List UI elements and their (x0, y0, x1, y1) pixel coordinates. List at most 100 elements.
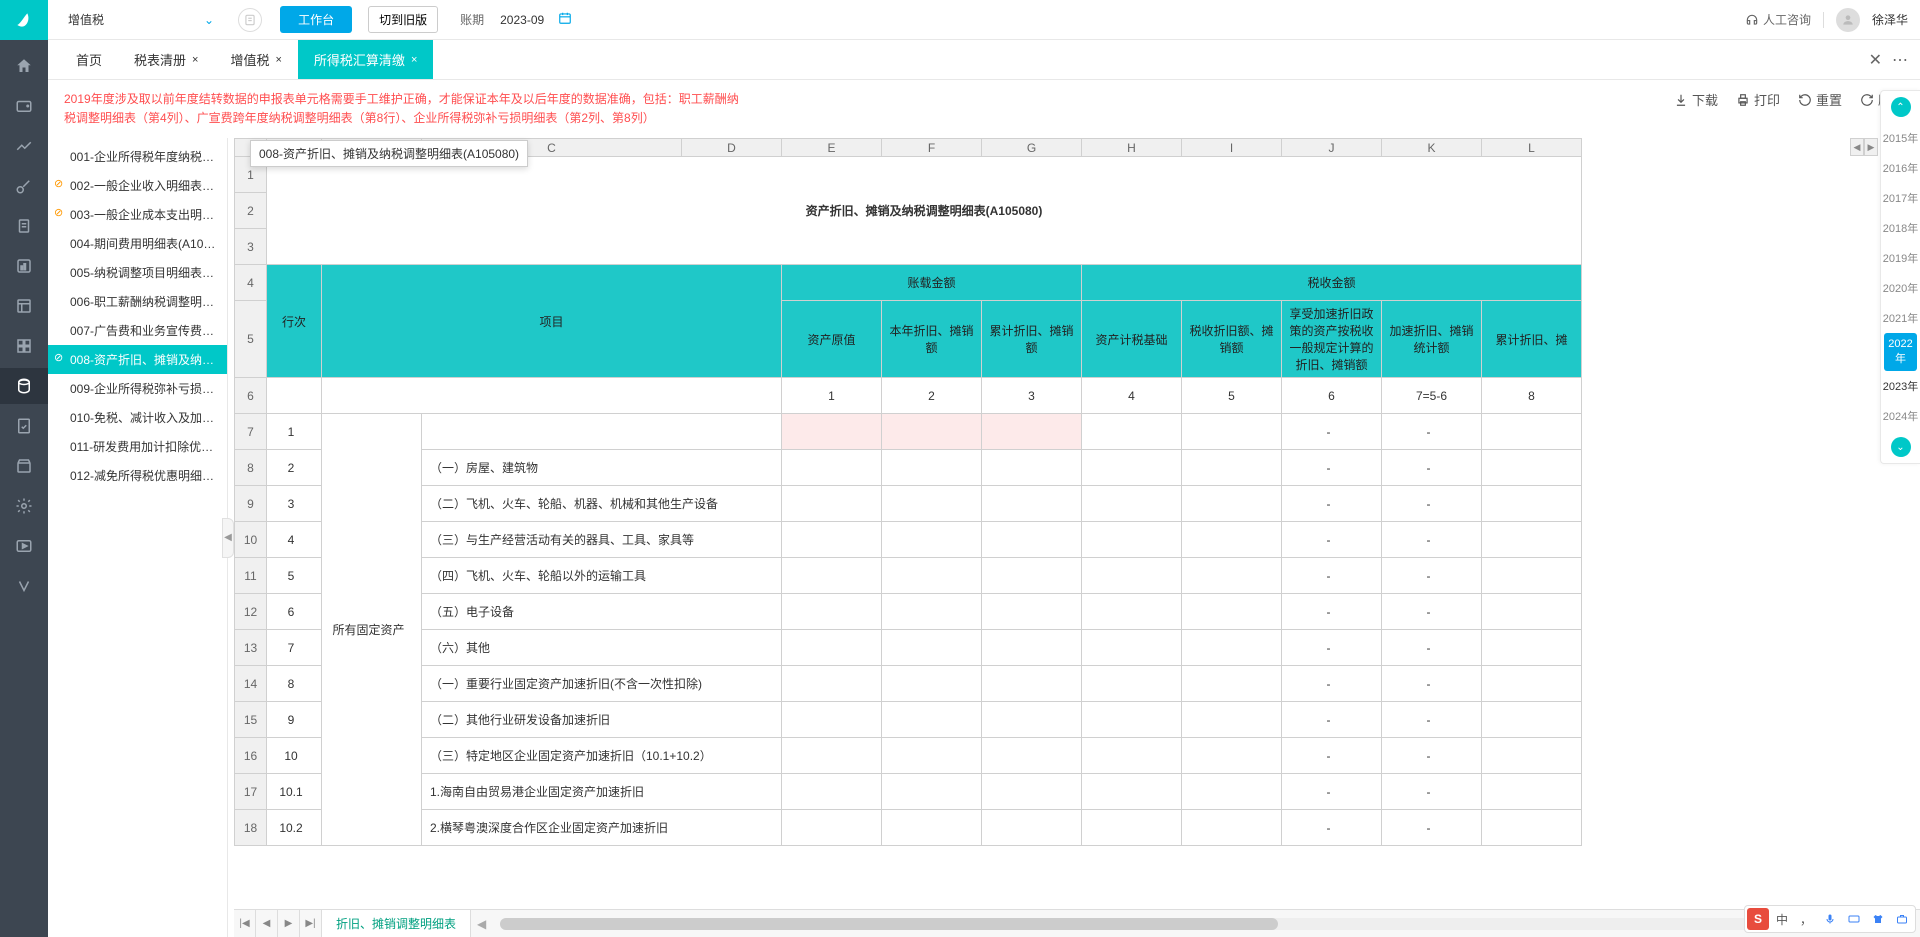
year-item[interactable]: 2020年 (1881, 273, 1920, 303)
period-value: 2023-09 (500, 13, 544, 27)
nav-grid-icon[interactable] (0, 328, 48, 364)
dropdown-label: 增值税 (68, 11, 104, 28)
close-tab-icon[interactable]: ✕ (1869, 50, 1882, 70)
nav-money-icon[interactable] (0, 168, 48, 204)
year-item[interactable]: 2022年 (1884, 333, 1917, 371)
divider (1823, 12, 1824, 28)
ime-lang-button[interactable]: 中 (1771, 908, 1793, 930)
tab-bar: 首页税表清册× 增值税 × 所得税汇算清缴 × ✕ ⋯ (48, 40, 1920, 80)
close-icon[interactable]: × (192, 54, 198, 66)
year-item[interactable]: 2019年 (1881, 243, 1920, 273)
tab[interactable]: 税表清册× (118, 40, 214, 79)
content-area: 2019年度涉及取以前年度结转数据的申报表单元格需要手工维护正确，才能保证本年及… (48, 80, 1920, 937)
nav-v-icon[interactable] (0, 568, 48, 604)
cell-tooltip: 008-资产折旧、摊销及纳税调整明细表(A105080) (250, 140, 528, 167)
calendar-icon[interactable] (558, 11, 572, 28)
nav-video-icon[interactable] (0, 528, 48, 564)
form-list-item[interactable]: ⊘003-一般企业成本支出明细... (48, 200, 227, 229)
left-sidebar (0, 40, 48, 937)
list-icon[interactable] (238, 8, 262, 32)
tab-label: 所得税汇算清缴 (314, 50, 405, 69)
tax-type-dropdown[interactable]: 增值税 ⌄ (60, 11, 222, 28)
avatar[interactable] (1836, 8, 1860, 32)
year-up-icon[interactable]: ⌃ (1891, 97, 1911, 117)
print-icon (1736, 93, 1750, 107)
username: 徐泽华 (1872, 11, 1908, 28)
old-version-button[interactable]: 切到旧版 (368, 6, 438, 33)
ime-skin-icon[interactable] (1867, 908, 1889, 930)
year-item[interactable]: 2024年 (1881, 401, 1920, 431)
nav-home-icon[interactable] (0, 48, 48, 84)
top-bar: 增值税 ⌄ 工作台 切到旧版 账期 2023-09 人工咨询 徐泽华 (0, 0, 1920, 40)
scroll-left-icon[interactable]: ◀ (477, 917, 486, 931)
more-tabs-icon[interactable]: ⋯ (1892, 50, 1908, 70)
collapse-sidebar-button[interactable]: ◀ (222, 518, 234, 558)
form-list-item[interactable]: 009-企业所得税弥补亏损明... (48, 374, 227, 403)
nav-tax-icon[interactable] (0, 368, 48, 404)
tab[interactable]: 增值税 × (214, 40, 297, 79)
ime-keyboard-icon[interactable] (1843, 908, 1865, 930)
year-item[interactable]: 2016年 (1881, 153, 1920, 183)
warn-icon: ⊘ (54, 177, 63, 190)
nav-archive-icon[interactable] (0, 448, 48, 484)
sheet-table[interactable]: ABCDEFGHIJKL1资产折旧、摊销及纳税调整明细表(A105080)234… (234, 138, 1582, 846)
form-list-item[interactable]: 010-免税、减计收入及加计... (48, 403, 227, 432)
nav-clipboard-icon[interactable] (0, 208, 48, 244)
year-item[interactable]: 2018年 (1881, 213, 1920, 243)
nav-wallet-icon[interactable] (0, 88, 48, 124)
nav-settings-icon[interactable] (0, 488, 48, 524)
reset-icon (1798, 93, 1812, 107)
close-icon[interactable]: × (275, 54, 281, 66)
form-list-item[interactable]: 011-研发费用加计扣除优惠... (48, 432, 227, 461)
warning-text: 2019年度涉及取以前年度结转数据的申报表单元格需要手工维护正确，才能保证本年及… (64, 90, 744, 128)
nav-analytics-icon[interactable] (0, 128, 48, 164)
form-list-item[interactable]: 005-纳税调整项目明细表(A1... (48, 258, 227, 287)
year-down-icon[interactable]: ⌄ (1891, 437, 1911, 457)
form-list-item[interactable]: 006-职工薪酬纳税调整明细... (48, 287, 227, 316)
tab[interactable]: 首页 (60, 40, 118, 79)
year-item[interactable]: 2017年 (1881, 183, 1920, 213)
sheet-first-icon[interactable]: |◀ (234, 910, 256, 937)
workspace-button[interactable]: 工作台 (280, 6, 352, 33)
warn-icon: ⊘ (54, 206, 63, 219)
form-list-item[interactable]: 007-广告费和业务宣传费跨... (48, 316, 227, 345)
ime-toolbar: S 中 ， (1744, 905, 1916, 933)
form-list-item[interactable]: 012-减免所得税优惠明细表(... (48, 461, 227, 490)
reset-button[interactable]: 重置 (1798, 90, 1842, 109)
year-item[interactable]: 2015年 (1881, 123, 1920, 153)
form-list-item[interactable]: 004-期间费用明细表(A1040... (48, 229, 227, 258)
nav-template-icon[interactable] (0, 288, 48, 324)
form-list: 001-企业所得税年度纳税申...⊘002-一般企业收入明细表(A1...⊘00… (48, 138, 228, 937)
close-icon[interactable]: × (411, 54, 417, 66)
consult-link[interactable]: 人工咨询 (1745, 11, 1811, 28)
sheet-nav-right-icon[interactable]: ▶ (1864, 138, 1878, 156)
tab[interactable]: 所得税汇算清缴 × (298, 40, 433, 79)
ime-toolbox-icon[interactable] (1891, 908, 1913, 930)
chevron-down-icon: ⌄ (204, 13, 214, 27)
h-scrollbar[interactable] (500, 918, 1914, 930)
download-button[interactable]: 下载 (1674, 90, 1718, 109)
sheet-prev-icon[interactable]: ◀ (256, 910, 278, 937)
sheet-last-icon[interactable]: ▶| (300, 910, 322, 937)
sheet-next-icon[interactable]: ▶ (278, 910, 300, 937)
ime-logo-icon[interactable]: S (1747, 908, 1769, 930)
download-icon (1674, 93, 1688, 107)
ime-punct-button[interactable]: ， (1795, 908, 1817, 930)
print-button[interactable]: 打印 (1736, 90, 1780, 109)
form-list-item[interactable]: ⊘002-一般企业收入明细表(A1... (48, 171, 227, 200)
tab-label: 首页 (76, 50, 102, 69)
year-item[interactable]: 2023年 (1881, 371, 1920, 401)
nav-report-icon[interactable] (0, 248, 48, 284)
form-list-item[interactable]: ⊘008-资产折旧、摊销及纳税... (48, 345, 227, 374)
sheet-nav-left-icon[interactable]: ◀ (1850, 138, 1864, 156)
ime-mic-icon[interactable] (1819, 908, 1841, 930)
period-label: 账期 (460, 11, 484, 28)
form-list-item[interactable]: 001-企业所得税年度纳税申... (48, 142, 227, 171)
nav-doc-icon[interactable] (0, 408, 48, 444)
spreadsheet: 008-资产折旧、摊销及纳税调整明细表(A105080) ◀ ▶ ABCDEFG… (234, 138, 1920, 937)
tab-label: 增值税 (230, 50, 269, 69)
refresh-icon (1860, 93, 1874, 107)
app-logo[interactable] (0, 0, 48, 40)
sheet-tab[interactable]: 折旧、摊销调整明细表 (322, 910, 471, 937)
year-item[interactable]: 2021年 (1881, 303, 1920, 333)
